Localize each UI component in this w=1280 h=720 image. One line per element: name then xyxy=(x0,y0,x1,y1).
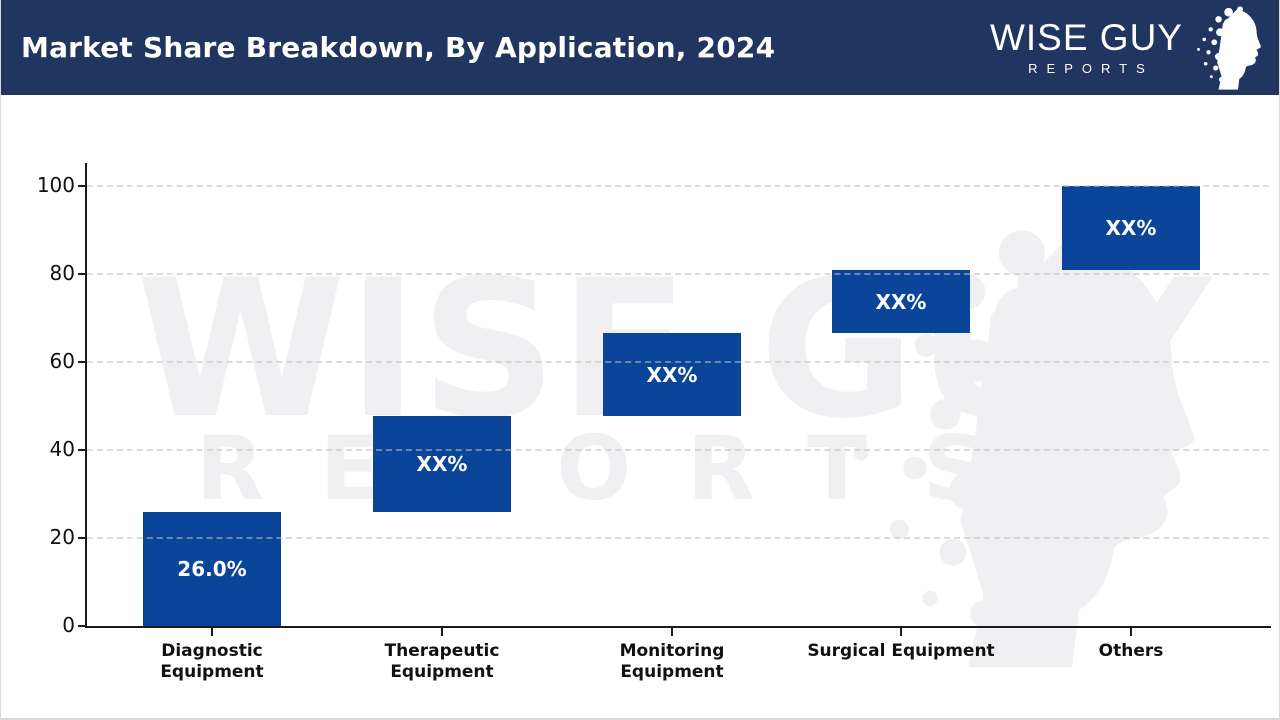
x-category-label-line: Equipment xyxy=(160,662,264,682)
bar-value-label-monitoring-equipment: XX% xyxy=(646,362,698,387)
gridline-20 xyxy=(87,537,1269,539)
header: Market Share Breakdown, By Application, … xyxy=(1,0,1279,95)
x-tick-mark-therapeutic-equipment xyxy=(441,628,443,636)
y-tick-mark-20 xyxy=(78,537,85,539)
x-tick-mark-diagnostic-equipment xyxy=(211,628,213,636)
wiseguy-logo-text: WISE GUY REPORTS xyxy=(990,19,1183,76)
x-category-label-line: Diagnostic xyxy=(161,641,263,661)
y-tick-label-0: 0 xyxy=(62,613,75,637)
x-category-label-line: Monitoring xyxy=(619,641,725,661)
y-tick-label-40: 40 xyxy=(49,437,75,461)
logo-wordmark: WISE GUY xyxy=(989,17,1183,58)
y-tick-label-100: 100 xyxy=(36,173,75,197)
x-category-label-therapeutic-equipment: Therapeutic Equipment xyxy=(327,641,557,683)
x-category-label-others: Others xyxy=(1016,641,1246,662)
bar-surgical-equipment: XX% xyxy=(832,270,970,334)
y-tick-mark-40 xyxy=(78,449,85,451)
y-tick-label-60: 60 xyxy=(49,349,75,373)
gridline-40 xyxy=(87,449,1269,451)
x-category-label-line: Equipment xyxy=(390,662,494,682)
x-category-label-monitoring-equipment: Monitoring Equipment xyxy=(557,641,787,683)
y-tick-label-20: 20 xyxy=(49,525,75,549)
wiseguy-logo: WISE GUY REPORTS xyxy=(990,4,1263,92)
y-tick-mark-60 xyxy=(78,361,85,363)
x-axis-spine xyxy=(85,626,1271,628)
x-category-label-surgical-equipment: Surgical Equipment xyxy=(786,641,1016,662)
x-category-label-line: Therapeutic xyxy=(384,641,500,661)
bar-value-label-others: XX% xyxy=(1105,216,1157,241)
y-axis-spine xyxy=(85,163,87,628)
bar-value-label-diagnostic-equipment: 26.0% xyxy=(177,556,247,581)
y-tick-mark-0 xyxy=(78,625,85,627)
x-tick-mark-others xyxy=(1130,628,1132,636)
y-tick-label-80: 80 xyxy=(49,261,75,285)
gridline-100 xyxy=(87,185,1269,187)
watermark-subtitle: REPORTS xyxy=(196,417,1043,520)
watermark-head-icon xyxy=(853,222,1195,668)
x-category-label-diagnostic-equipment: Diagnostic Equipment xyxy=(97,641,327,683)
bar-therapeutic-equipment: XX% xyxy=(373,416,511,512)
bar-value-label-surgical-equipment: XX% xyxy=(875,289,927,314)
wiseguy-head-icon xyxy=(1197,5,1261,90)
bar-diagnostic-equipment: 26.0% xyxy=(143,511,281,626)
y-tick-mark-80 xyxy=(78,273,85,275)
bar-monitoring-equipment: XX% xyxy=(603,333,741,417)
y-tick-mark-100 xyxy=(78,185,85,187)
chart-title: Market Share Breakdown, By Application, … xyxy=(21,31,776,64)
x-category-label-line: Equipment xyxy=(620,662,724,682)
x-category-label-line: Surgical Equipment xyxy=(807,641,995,661)
gridline-60 xyxy=(87,361,1269,363)
chart-area: WISE GUY REPORTS 02040608010026.0%Diagno… xyxy=(1,95,1279,718)
gridline-80 xyxy=(87,273,1269,275)
bar-value-label-therapeutic-equipment: XX% xyxy=(416,451,468,476)
x-tick-mark-surgical-equipment xyxy=(900,628,902,636)
bar-others: XX% xyxy=(1062,186,1200,271)
x-category-label-line: Others xyxy=(1098,641,1164,661)
x-tick-mark-monitoring-equipment xyxy=(671,628,673,636)
logo-subtitle: REPORTS xyxy=(1028,61,1154,76)
